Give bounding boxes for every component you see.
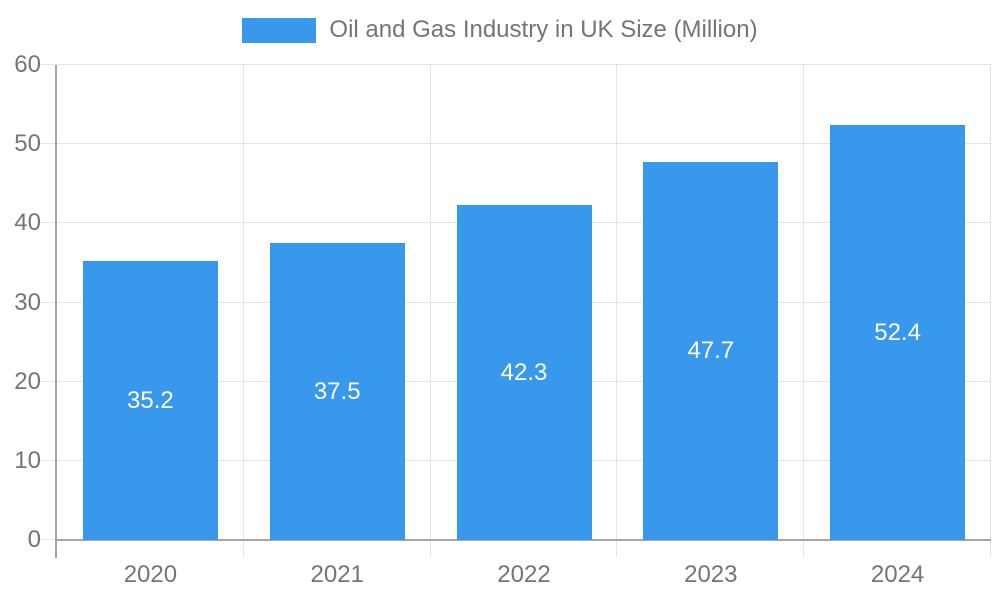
- bar-2021[interactable]: 37.5: [269, 243, 405, 540]
- y-axis-tick: [39, 301, 57, 303]
- bar-value-label: 35.2: [127, 386, 174, 414]
- x-axis-category-label: 2021: [310, 561, 364, 588]
- bar-2024[interactable]: 52.4: [830, 125, 966, 540]
- y-axis-tick: [39, 539, 57, 540]
- x-axis-category-label: 2020: [123, 561, 178, 588]
- plot-area: 0 10 20 30 40 50 60 35.2 2020 37.5 2021 42.3 2022 47.…: [14, 51, 991, 588]
- y-axis-tick-label: 10: [14, 446, 41, 474]
- x-axis-tick: [430, 540, 431, 557]
- x-axis-tick: [990, 540, 991, 557]
- gridline-vertical: [430, 65, 431, 540]
- gridline-vertical: [243, 65, 244, 540]
- x-axis-category-label: 2024: [870, 561, 925, 588]
- gridline-horizontal: [57, 64, 991, 65]
- legend-swatch-icon: [242, 17, 317, 43]
- x-axis-category-label: 2023: [684, 561, 738, 588]
- x-axis-tick: [616, 540, 617, 557]
- y-axis-tick: [39, 459, 57, 461]
- bar-value-label: 37.5: [313, 377, 361, 405]
- gridline-vertical: [990, 65, 991, 540]
- y-axis-tick: [39, 380, 57, 382]
- chart-legend[interactable]: Oil and Gas Industry in UK Size (Million…: [0, 16, 1000, 44]
- y-axis-tick-label: 60: [14, 51, 41, 78]
- y-axis-tick: [39, 222, 57, 224]
- bar-2020[interactable]: 35.2: [82, 261, 218, 540]
- y-axis-line: [55, 65, 57, 558]
- bar-value-label: 52.4: [874, 318, 921, 346]
- y-axis-tick-label: 0: [27, 526, 41, 553]
- x-axis-category-label: 2022: [497, 561, 551, 588]
- legend-label: Oil and Gas Industry in UK Size (Million…: [329, 16, 758, 43]
- y-axis-tick-label: 20: [14, 367, 41, 395]
- bar-2023[interactable]: 47.7: [643, 162, 779, 540]
- bar-value-label: 47.7: [687, 337, 735, 365]
- y-axis-tick: [39, 64, 57, 65]
- x-axis-tick: [243, 540, 244, 557]
- gridline-vertical: [616, 65, 617, 540]
- gridline-vertical: [803, 65, 804, 540]
- y-axis-tick-label: 50: [14, 130, 41, 158]
- y-axis-tick-label: 40: [14, 209, 41, 237]
- y-axis-tick-label: 30: [14, 288, 41, 316]
- bar-value-label: 42.3: [500, 358, 548, 386]
- x-axis-tick: [803, 540, 804, 557]
- bar-2022[interactable]: 42.3: [456, 205, 592, 540]
- y-axis-tick: [39, 143, 57, 145]
